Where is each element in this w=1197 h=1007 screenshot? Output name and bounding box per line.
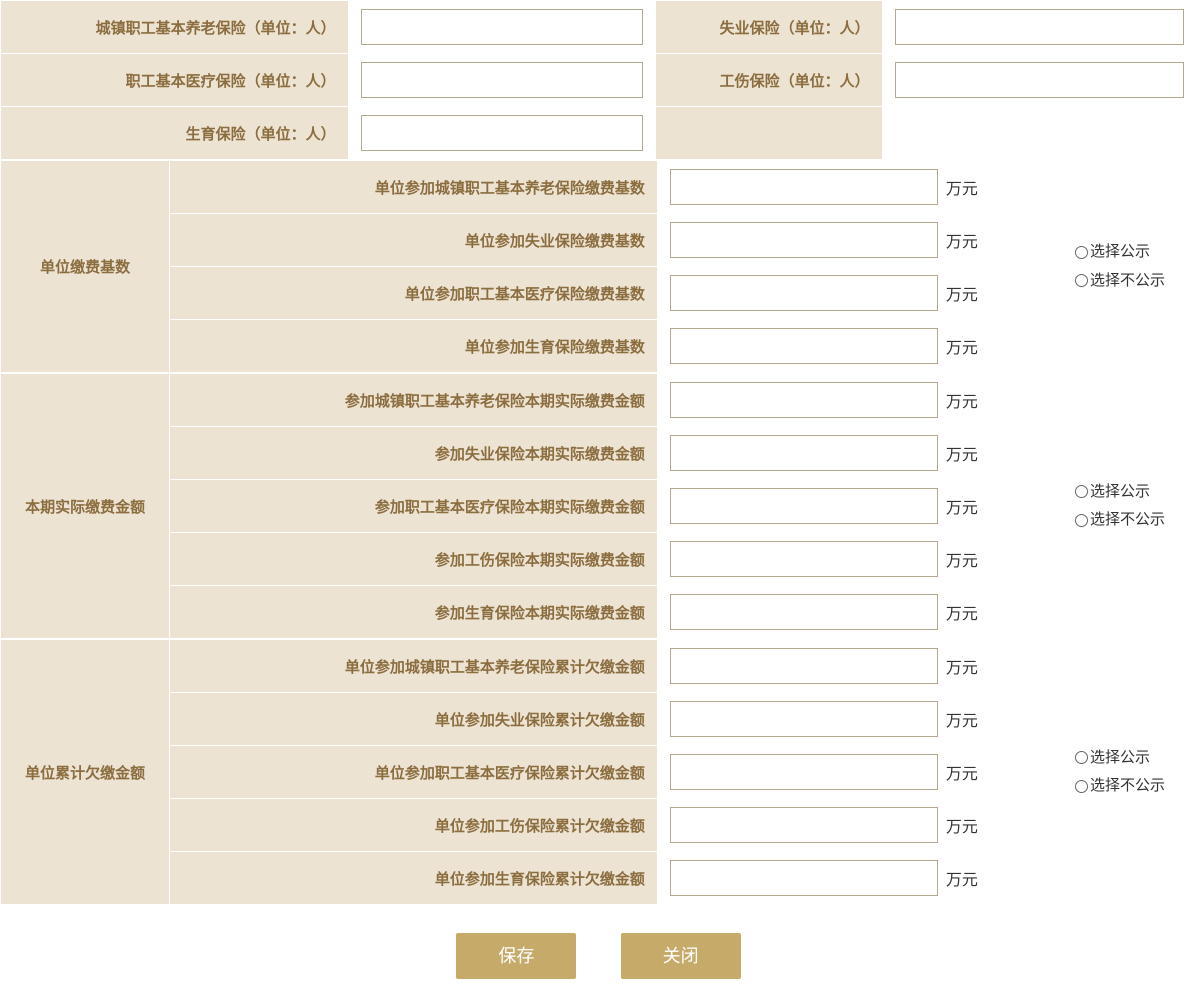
input-s3-r4[interactable] <box>670 860 938 896</box>
label-s3-r0: 单位参加城镇职工基本养老保险累计欠缴金额 <box>170 640 658 693</box>
empty-input-cell <box>882 107 1196 160</box>
section-header-arrears: 单位累计欠缴金额 <box>1 640 170 905</box>
actual-payment-table: 本期实际缴费金额 参加城镇职工基本养老保险本期实际缴费金额 万元 选择公示 选择… <box>0 373 1197 639</box>
unit-label: 万元 <box>946 494 978 518</box>
label-pension-headcount: 城镇职工基本养老保险（单位：人） <box>1 1 349 54</box>
input-s2-r3[interactable] <box>670 541 938 577</box>
label-s1-r2: 单位参加职工基本医疗保险缴费基数 <box>170 267 658 320</box>
label-s2-r3: 参加工伤保险本期实际缴费金额 <box>170 533 658 586</box>
unit-label: 万元 <box>946 654 978 678</box>
label-s3-r2: 单位参加职工基本医疗保险累计欠缴金额 <box>170 746 658 799</box>
unit-label: 万元 <box>946 334 978 358</box>
input-s2-r2[interactable] <box>670 488 938 524</box>
radio-nopublic-s2[interactable]: 选择不公示 <box>1075 506 1188 535</box>
input-injury-headcount[interactable] <box>895 62 1184 98</box>
label-unemployment-headcount: 失业保险（单位：人） <box>655 1 882 54</box>
input-s1-r2[interactable] <box>670 275 938 311</box>
input-s3-r1[interactable] <box>670 701 938 737</box>
label-s1-r0: 单位参加城镇职工基本养老保险缴费基数 <box>170 161 658 214</box>
radio-icon <box>1075 514 1088 527</box>
section-header-contribution-base: 单位缴费基数 <box>1 161 170 373</box>
unit-label: 万元 <box>946 281 978 305</box>
input-medical-headcount[interactable] <box>361 62 643 98</box>
unit-label: 万元 <box>946 175 978 199</box>
label-s2-r2: 参加职工基本医疗保险本期实际缴费金额 <box>170 480 658 533</box>
label-s1-r1: 单位参加失业保险缴费基数 <box>170 214 658 267</box>
contribution-base-table: 单位缴费基数 单位参加城镇职工基本养老保险缴费基数 万元 选择公示 选择不公示 … <box>0 160 1197 373</box>
radio-icon <box>1075 485 1088 498</box>
save-button[interactable]: 保存 <box>456 933 576 979</box>
disclosure-choice-s3: 选择公示 选择不公示 <box>1067 640 1197 905</box>
arrears-table: 单位累计欠缴金额 单位参加城镇职工基本养老保险累计欠缴金额 万元 选择公示 选择… <box>0 639 1197 905</box>
input-s3-r0[interactable] <box>670 648 938 684</box>
close-button[interactable]: 关闭 <box>621 933 741 979</box>
input-s2-r1[interactable] <box>670 435 938 471</box>
unit-label: 万元 <box>946 547 978 571</box>
button-row: 保存 关闭 <box>0 905 1197 1007</box>
input-unemployment-headcount[interactable] <box>895 9 1184 45</box>
unit-label: 万元 <box>946 441 978 465</box>
input-maternity-headcount[interactable] <box>361 115 643 151</box>
label-s2-r4: 参加生育保险本期实际缴费金额 <box>170 586 658 639</box>
label-s2-r0: 参加城镇职工基本养老保险本期实际缴费金额 <box>170 374 658 427</box>
unit-label: 万元 <box>946 813 978 837</box>
radio-public-s1[interactable]: 选择公示 <box>1075 238 1188 267</box>
input-s3-r3[interactable] <box>670 807 938 843</box>
section-header-actual-payment: 本期实际缴费金额 <box>1 374 170 639</box>
label-medical-headcount: 职工基本医疗保险（单位：人） <box>1 54 349 107</box>
label-maternity-headcount: 生育保险（单位：人） <box>1 107 349 160</box>
radio-public-s2[interactable]: 选择公示 <box>1075 478 1188 507</box>
input-s1-r3[interactable] <box>670 328 938 364</box>
input-pension-headcount[interactable] <box>361 9 643 45</box>
input-s1-r1[interactable] <box>670 222 938 258</box>
unit-label: 万元 <box>946 707 978 731</box>
label-s3-r4: 单位参加生育保险累计欠缴金额 <box>170 852 658 905</box>
radio-icon <box>1075 751 1088 764</box>
input-s1-r0[interactable] <box>670 169 938 205</box>
radio-icon <box>1075 246 1088 259</box>
label-s3-r3: 单位参加工伤保险累计欠缴金额 <box>170 799 658 852</box>
unit-label: 万元 <box>946 866 978 890</box>
label-injury-headcount: 工伤保险（单位：人） <box>655 54 882 107</box>
insurance-headcount-table: 城镇职工基本养老保险（单位：人） 失业保险（单位：人） 职工基本医疗保险（单位：… <box>0 0 1197 160</box>
unit-label: 万元 <box>946 600 978 624</box>
disclosure-choice-s2: 选择公示 选择不公示 <box>1067 374 1197 639</box>
input-s2-r4[interactable] <box>670 594 938 630</box>
label-s1-r3: 单位参加生育保险缴费基数 <box>170 320 658 373</box>
radio-icon <box>1075 780 1088 793</box>
radio-nopublic-s3[interactable]: 选择不公示 <box>1075 772 1188 801</box>
unit-label: 万元 <box>946 228 978 252</box>
label-s3-r1: 单位参加失业保险累计欠缴金额 <box>170 693 658 746</box>
radio-public-s3[interactable]: 选择公示 <box>1075 744 1188 773</box>
label-s2-r1: 参加失业保险本期实际缴费金额 <box>170 427 658 480</box>
input-s3-r2[interactable] <box>670 754 938 790</box>
unit-label: 万元 <box>946 388 978 412</box>
unit-label: 万元 <box>946 760 978 784</box>
input-s2-r0[interactable] <box>670 382 938 418</box>
radio-icon <box>1075 274 1088 287</box>
disclosure-choice-s1: 选择公示 选择不公示 <box>1067 161 1197 373</box>
empty-label-cell <box>655 107 882 160</box>
radio-nopublic-s1[interactable]: 选择不公示 <box>1075 267 1188 296</box>
